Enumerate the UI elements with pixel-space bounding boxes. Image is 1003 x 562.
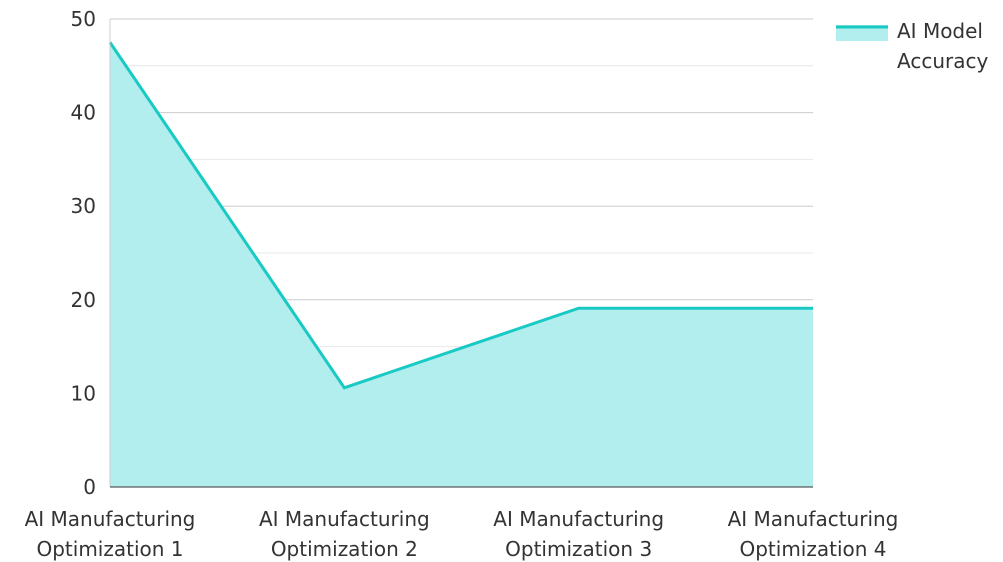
x-tick-label-1: AI Manufacturing Optimization 1 — [25, 507, 196, 561]
y-tick-label: 30 — [71, 194, 96, 218]
y-tick-label: 40 — [71, 101, 96, 125]
y-tick-label: 50 — [71, 7, 96, 31]
y-tick-label: 20 — [71, 288, 96, 312]
axis-layer — [109, 19, 813, 488]
legend: AI Model Accuracy — [836, 19, 988, 73]
legend-swatch-fill — [836, 25, 888, 41]
x-tick-label-2: AI Manufacturing Optimization 2 — [259, 507, 430, 561]
x-tick-label-3: AI Manufacturing Optimization 3 — [493, 507, 664, 561]
y-axis-tick-labels: 0 10 20 30 40 50 — [71, 7, 96, 499]
legend-label: AI Model Accuracy — [897, 19, 988, 73]
data-point-4 — [811, 306, 815, 310]
x-axis-tick-labels: AI Manufacturing Optimization 1 AI Manufac… — [25, 507, 899, 561]
x-tick-label-4: AI Manufacturing Optimization 4 — [728, 507, 899, 561]
area-layer — [108, 41, 815, 488]
y-tick-label: 10 — [71, 381, 96, 405]
y-tick-label: 0 — [83, 475, 96, 499]
series-line — [108, 41, 813, 390]
data-point-2 — [342, 386, 346, 390]
data-point-3 — [577, 306, 581, 310]
series-area-fill — [110, 42, 813, 488]
